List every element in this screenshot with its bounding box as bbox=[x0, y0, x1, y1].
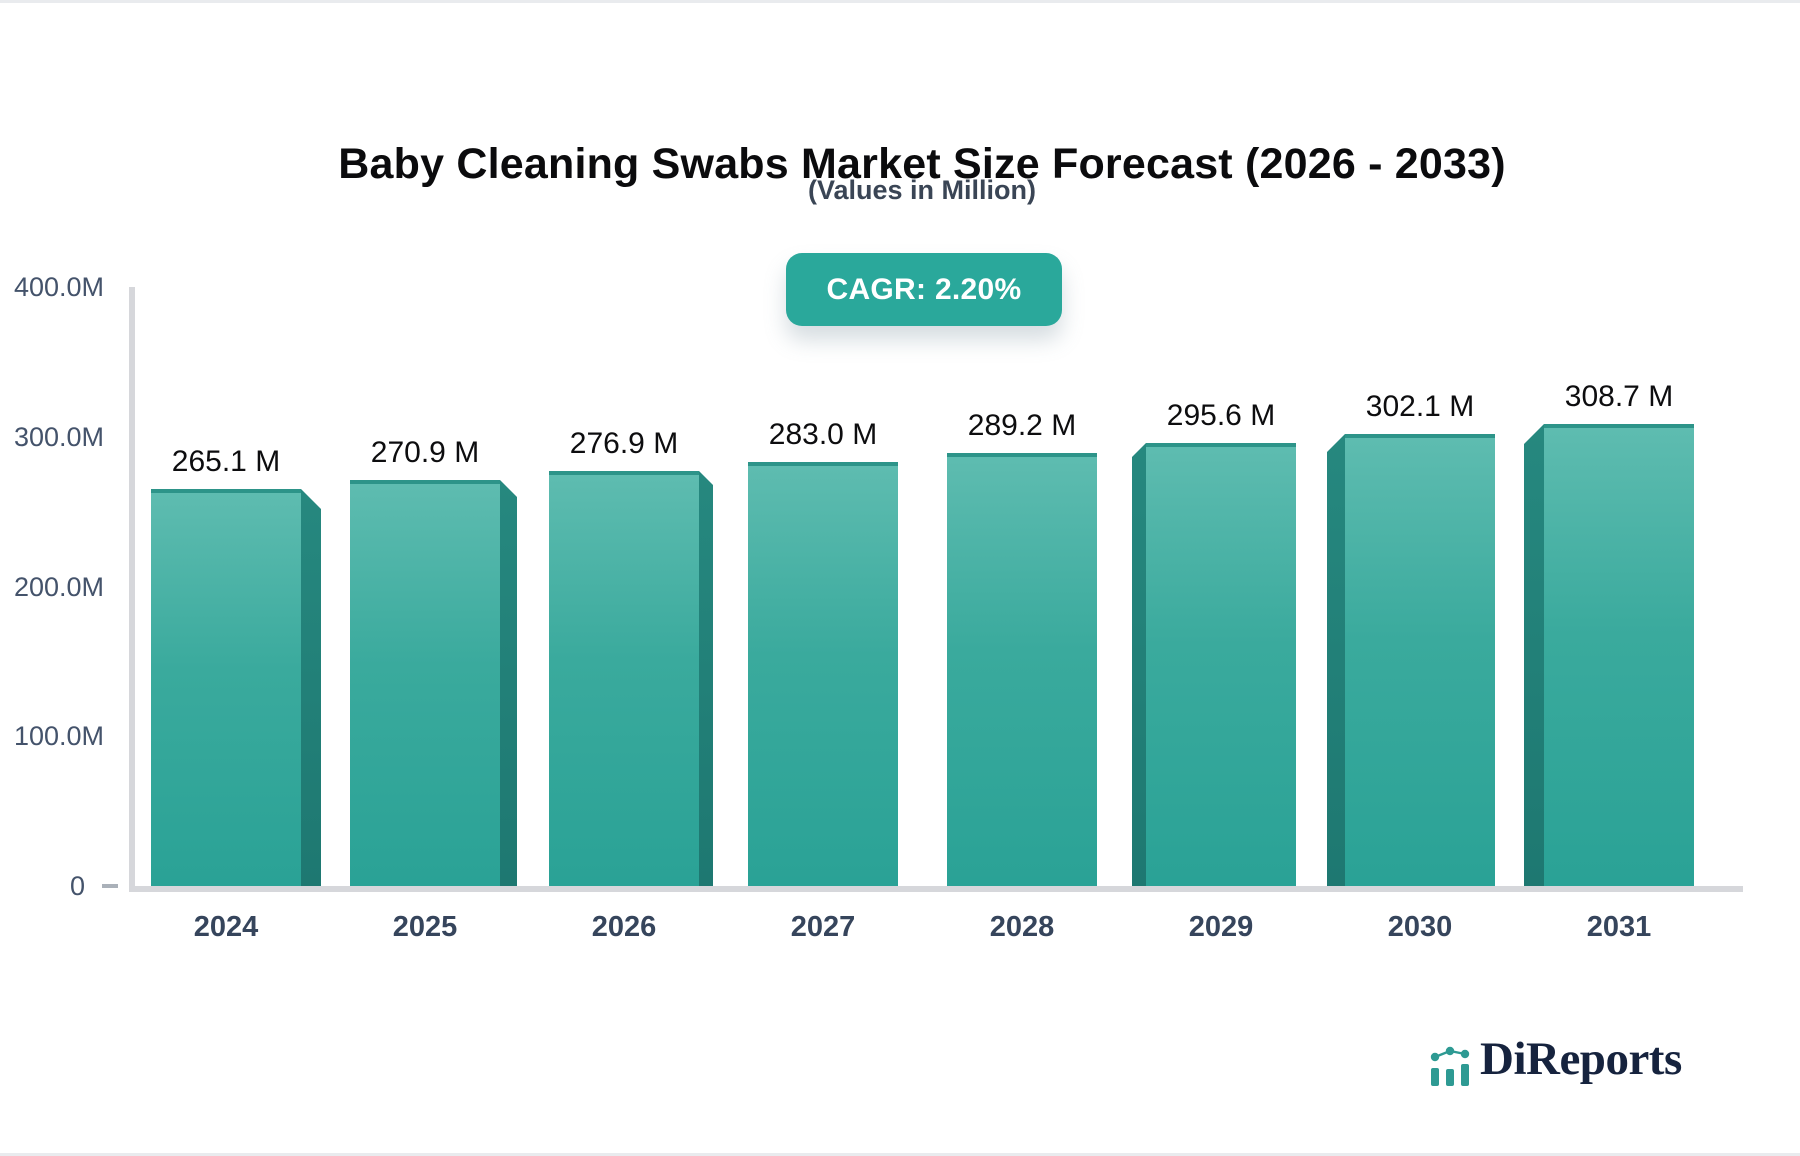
bar-2029 bbox=[1146, 443, 1296, 886]
bar-value-label-2025: 270.9 M bbox=[370, 436, 480, 469]
bar-value-label-2028: 289.2 M bbox=[967, 409, 1077, 442]
bar-value-label-2027: 283.0 M bbox=[768, 418, 878, 451]
top-border-line bbox=[0, 0, 1800, 3]
y-tick-label-100.0M: 100.0M bbox=[13, 721, 104, 752]
bar-value-label-2031: 308.7 M bbox=[1564, 380, 1674, 413]
bar-side-face-2031 bbox=[1524, 424, 1544, 886]
bar-value-label-2026: 276.9 M bbox=[569, 427, 679, 460]
bar-2030 bbox=[1345, 434, 1495, 886]
bar-side-face-2024 bbox=[301, 489, 321, 886]
y-tick-label-200.0M: 200.0M bbox=[13, 571, 104, 602]
bar-trend-icon bbox=[1430, 1046, 1470, 1086]
brand-logo: DiReports bbox=[1430, 1028, 1682, 1086]
x-axis-label-2028: 2028 bbox=[989, 911, 1055, 943]
bar-2027 bbox=[748, 462, 898, 886]
bar-2026 bbox=[549, 471, 699, 886]
bottom-border-line bbox=[0, 1153, 1800, 1156]
cagr-badge: CAGR: 2.20% bbox=[786, 253, 1062, 326]
x-axis-label-2031: 2031 bbox=[1586, 911, 1652, 943]
chart-subtitle: (Values in Million) bbox=[807, 175, 1037, 205]
bar-side-face-2026 bbox=[699, 471, 713, 886]
y-tick-label-400.0M: 400.0M bbox=[13, 272, 104, 302]
bar-side-face-2030 bbox=[1327, 434, 1345, 886]
x-axis-label-2029: 2029 bbox=[1188, 911, 1254, 943]
bar-side-face-2025 bbox=[500, 480, 517, 886]
x-axis-label-2025: 2025 bbox=[392, 911, 458, 943]
bar-value-label-2029: 295.6 M bbox=[1166, 399, 1276, 432]
x-axis-line bbox=[129, 886, 1743, 892]
x-axis-label-2030: 2030 bbox=[1387, 911, 1453, 943]
zero-tick-mark bbox=[102, 884, 118, 888]
bar-2024 bbox=[151, 489, 301, 886]
bar-2025 bbox=[350, 480, 500, 886]
x-axis-label-2026: 2026 bbox=[591, 911, 657, 943]
x-axis-label-2027: 2027 bbox=[790, 911, 856, 943]
brand-logo-text: DiReports bbox=[1480, 1033, 1682, 1085]
x-axis-label-2024: 2024 bbox=[193, 911, 259, 943]
bar-value-label-2030: 302.1 M bbox=[1365, 390, 1475, 423]
y-tick-label-0: 0 bbox=[69, 871, 85, 901]
bar-2031 bbox=[1544, 424, 1694, 886]
bar-2028 bbox=[947, 453, 1097, 886]
y-axis-line bbox=[129, 287, 135, 886]
chart-title: Baby Cleaning Swabs Market Size Forecast… bbox=[338, 139, 1506, 188]
bar-side-face-2029 bbox=[1132, 443, 1146, 886]
bar-value-label-2024: 265.1 M bbox=[171, 445, 281, 478]
y-tick-label-300.0M: 300.0M bbox=[13, 421, 104, 452]
